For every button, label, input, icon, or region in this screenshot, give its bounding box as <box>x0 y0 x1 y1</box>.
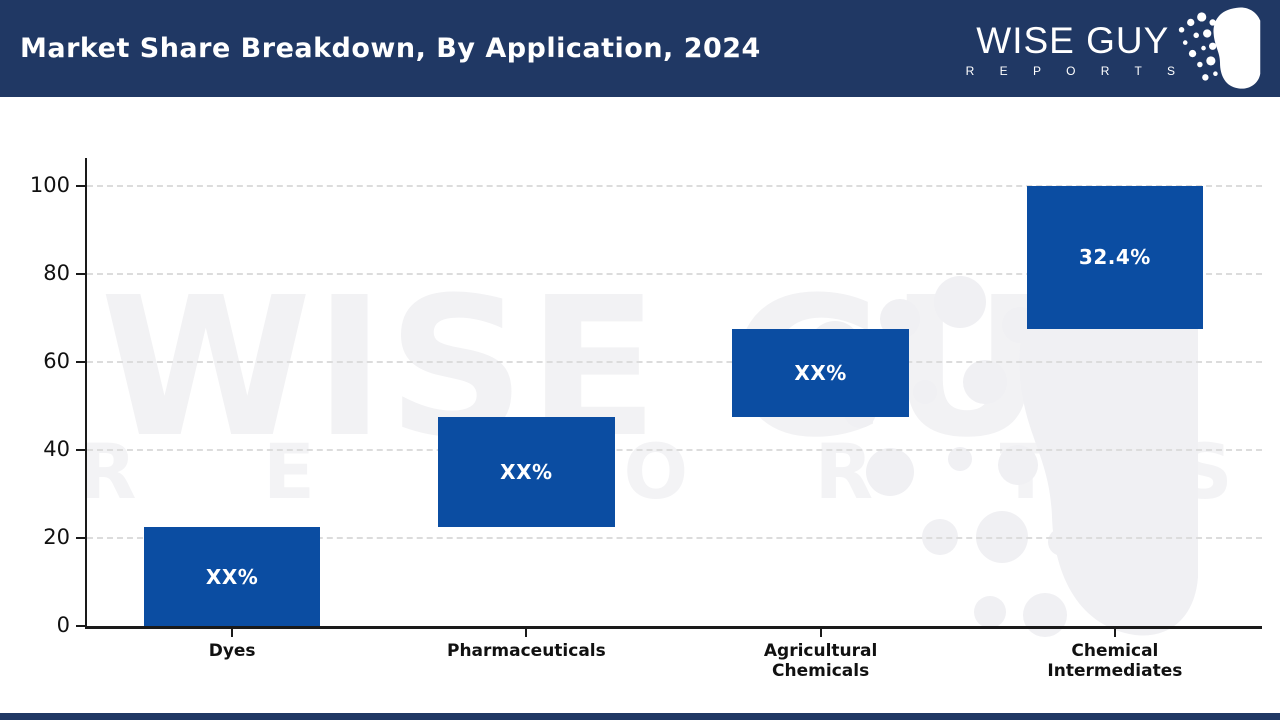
y-tick-100 <box>76 185 85 187</box>
bar-value-label: XX% <box>205 564 259 589</box>
y-tick-80 <box>76 273 85 275</box>
y-tick-label-80: 80 <box>43 261 70 285</box>
gridline-y-20 <box>87 537 1262 539</box>
bar-agricultural-chemicals: XX% <box>732 328 909 417</box>
chart-plot-area: 0 20 40 60 80 100 XX% Dyes XX% Pharmaceuticals XX%… <box>0 97 1280 713</box>
x-axis-label-1: Dyes <box>208 641 256 661</box>
x-axis-line <box>85 626 1262 629</box>
x-axis-label-4: Chemical Intermediates <box>1047 641 1183 681</box>
gridline-y-100 <box>87 185 1262 187</box>
y-tick-label-0: 0 <box>56 613 70 637</box>
y-tick-label-60: 60 <box>43 349 70 373</box>
gridline-y-40 <box>87 449 1262 451</box>
bar-value-label: XX% <box>794 360 847 385</box>
x-tick-3 <box>819 629 822 637</box>
gridline-y-60 <box>87 361 1262 363</box>
bar-value-label: 32.4% <box>1078 245 1151 270</box>
x-tick-2 <box>525 629 528 637</box>
logo-text: WISE GUY R E P O R T S <box>960 20 1186 78</box>
bar-value-label: XX% <box>500 460 553 484</box>
y-tick-60 <box>76 361 85 363</box>
page-title: Market Share Breakdown, By Application, … <box>20 33 761 64</box>
y-tick-label-20: 20 <box>43 525 70 549</box>
logo-head-icon <box>1178 7 1261 89</box>
y-tick-0 <box>76 625 85 627</box>
y-tick-20 <box>76 537 85 539</box>
x-axis-label-3: Agricultural Chemicals <box>763 641 878 681</box>
x-tick-4 <box>1113 629 1116 637</box>
x-tick-1 <box>231 629 234 637</box>
header-bar: Market Share Breakdown, By Application, … <box>0 0 1280 97</box>
y-tick-label-100: 100 <box>29 173 70 197</box>
logo-reports-label: R E P O R T S <box>965 64 1186 78</box>
bar-pharmaceuticals: XX% <box>438 417 615 527</box>
bar-chemical-intermediates: 32.4% <box>1026 186 1204 329</box>
gridline-y-80 <box>87 273 1262 275</box>
footer-bar <box>0 713 1280 720</box>
wise-guy-logo: WISE GUY R E P O R T S <box>960 6 1266 92</box>
y-tick-label-40: 40 <box>43 437 70 461</box>
y-tick-40 <box>76 449 85 451</box>
x-axis-label-2: Pharmaceuticals <box>446 641 606 661</box>
logo-brand-label: WISE GUY <box>976 20 1170 61</box>
y-axis-line <box>85 158 87 629</box>
bar-dyes: XX% <box>143 527 321 626</box>
